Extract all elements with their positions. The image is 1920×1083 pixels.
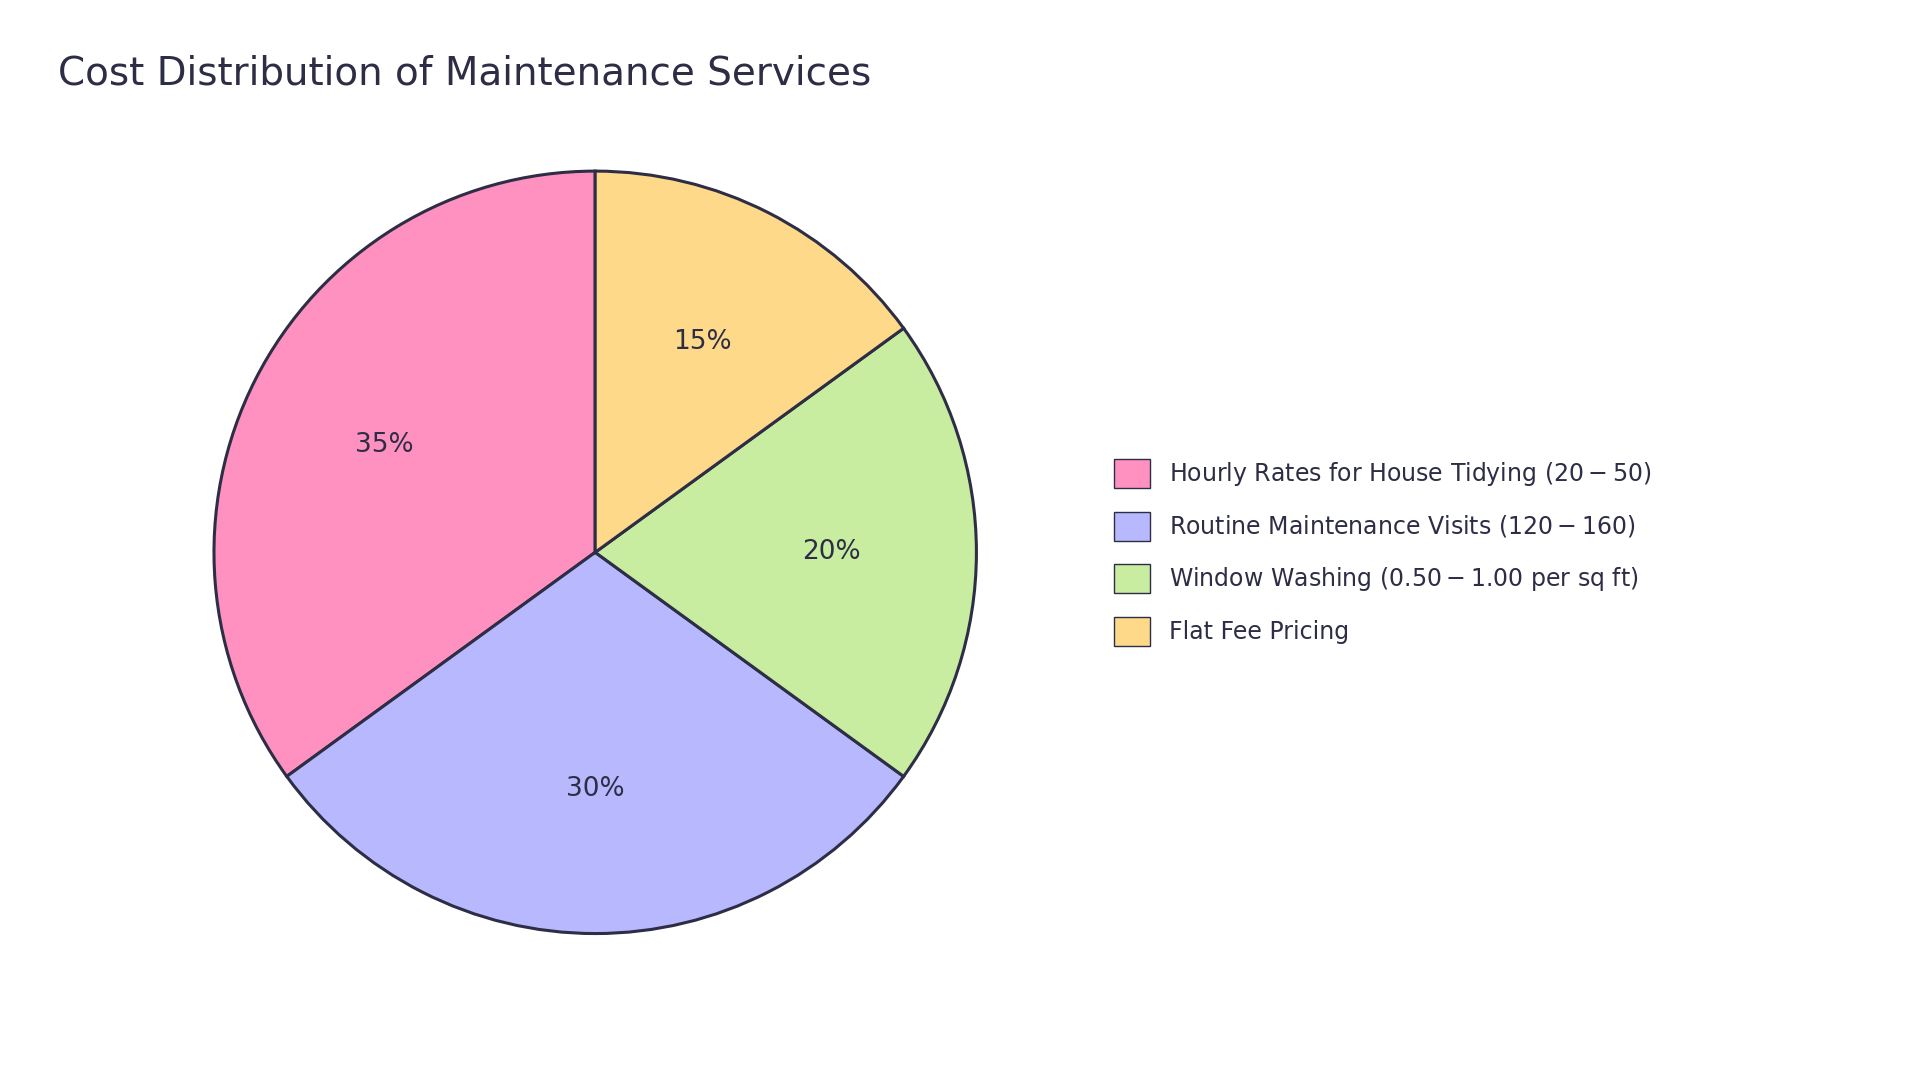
Legend: Hourly Rates for House Tidying ($20-$50), Routine Maintenance Visits ($120-$160): Hourly Rates for House Tidying ($20-$50)… — [1102, 447, 1663, 657]
Text: 20%: 20% — [803, 539, 860, 565]
Wedge shape — [286, 552, 904, 934]
Text: 15%: 15% — [674, 329, 732, 355]
Text: Cost Distribution of Maintenance Services: Cost Distribution of Maintenance Service… — [58, 54, 872, 92]
Wedge shape — [213, 171, 595, 777]
Text: 30%: 30% — [566, 775, 624, 801]
Wedge shape — [595, 328, 977, 777]
Wedge shape — [595, 171, 904, 552]
Text: 35%: 35% — [355, 432, 415, 458]
